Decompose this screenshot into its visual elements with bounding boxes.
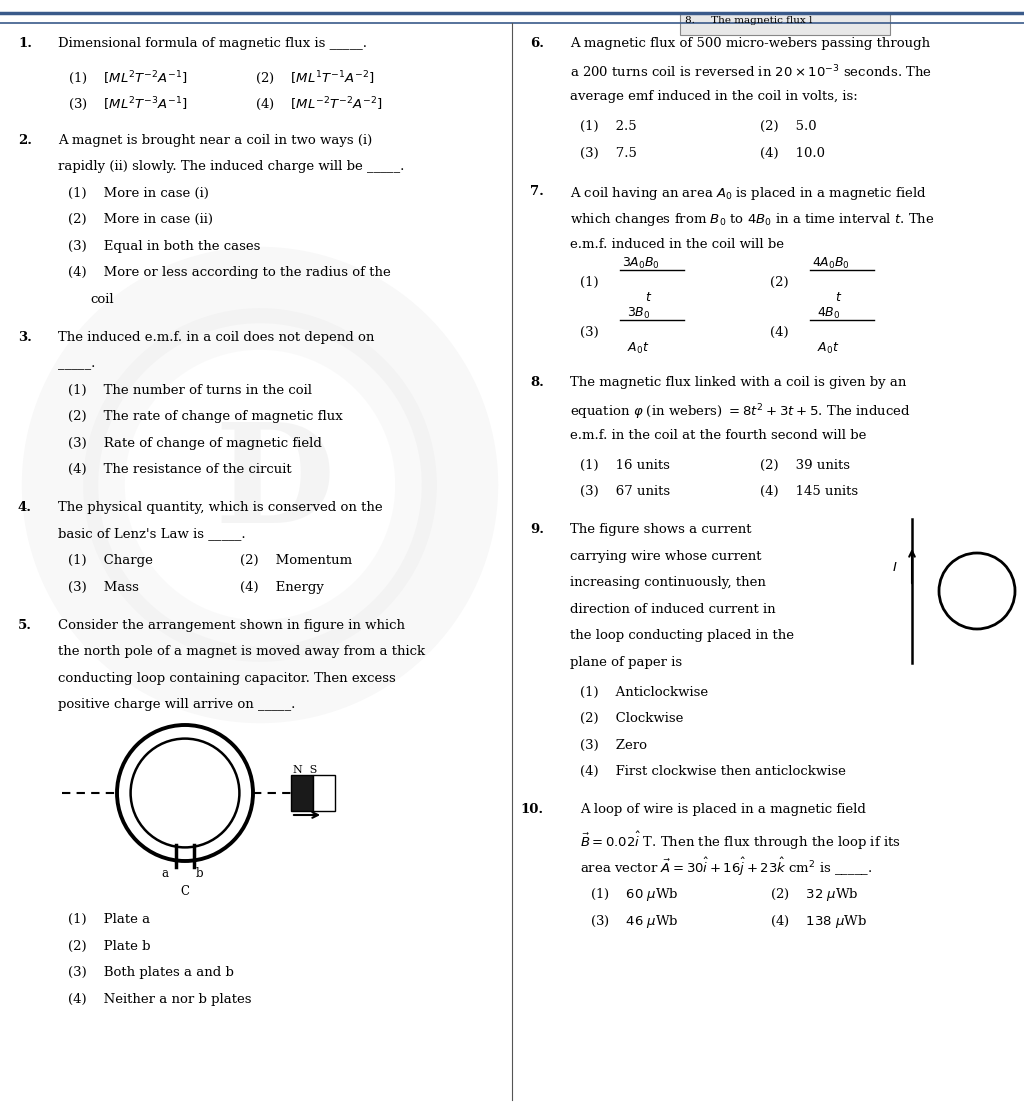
Text: Consider the arrangement shown in figure in which: Consider the arrangement shown in figure… — [58, 619, 406, 631]
Text: $t$: $t$ — [835, 291, 843, 304]
Text: which changes from $B_0$ to $4B_0$ in a time interval $t$. The: which changes from $B_0$ to $4B_0$ in a … — [570, 211, 935, 228]
Text: b: b — [196, 867, 204, 881]
Text: 8.     The magnetic flux l: 8. The magnetic flux l — [685, 15, 812, 25]
Text: (1): (1) — [580, 275, 599, 288]
Text: 4.: 4. — [18, 501, 32, 514]
Text: (4)    145 units: (4) 145 units — [760, 485, 858, 498]
Text: positive charge will arrive on _____.: positive charge will arrive on _____. — [58, 698, 295, 711]
Text: (2)    Clockwise: (2) Clockwise — [580, 712, 683, 725]
Text: (1)    Anticlockwise: (1) Anticlockwise — [580, 685, 709, 698]
Text: 9.: 9. — [530, 523, 544, 536]
Text: (3)    Zero: (3) Zero — [580, 738, 647, 751]
Text: the loop conducting placed in the: the loop conducting placed in the — [570, 629, 794, 642]
Text: A loop of wire is placed in a magnetic field: A loop of wire is placed in a magnetic f… — [580, 803, 866, 815]
Text: (2)    $[ML^{1}T^{-1}A^{-2}]$: (2) $[ML^{1}T^{-1}A^{-2}]$ — [255, 69, 375, 86]
Text: $\vec{B} = 0.02\hat{i}$ T. Then the flux through the loop if its: $\vec{B} = 0.02\hat{i}$ T. Then the flux… — [580, 830, 901, 852]
Text: area vector $\vec{A} = 30\hat{i} + 16\hat{j} + 23\hat{k}$ cm$^2$ is _____.: area vector $\vec{A} = 30\hat{i} + 16\ha… — [580, 856, 872, 878]
Text: A magnetic flux of 500 micro-webers passing through: A magnetic flux of 500 micro-webers pass… — [570, 36, 930, 50]
Text: (4)    $[ML^{-2}T^{-2}A^{-2}]$: (4) $[ML^{-2}T^{-2}A^{-2}]$ — [255, 95, 383, 113]
Text: equation $\varphi$ (in webers) $= 8t^2 + 3t + 5$. The induced: equation $\varphi$ (in webers) $= 8t^2 +… — [570, 402, 910, 422]
Text: (2)    $32\ \mu$Wb: (2) $32\ \mu$Wb — [770, 886, 858, 903]
Text: (3): (3) — [580, 326, 599, 338]
Text: (1)    More in case (i): (1) More in case (i) — [68, 187, 209, 200]
Text: a: a — [161, 867, 168, 881]
Bar — [291, 775, 313, 811]
Text: $4B_0$: $4B_0$ — [817, 305, 841, 320]
Text: 7.: 7. — [530, 185, 544, 198]
Text: _____.: _____. — [58, 357, 95, 370]
Text: $A_0t$: $A_0t$ — [817, 340, 840, 356]
Text: 5.: 5. — [18, 619, 32, 631]
Text: Dimensional formula of magnetic flux is _____.: Dimensional formula of magnetic flux is … — [58, 36, 367, 50]
Text: (4)    10.0: (4) 10.0 — [760, 147, 825, 159]
Text: (3)    Equal in both the cases: (3) Equal in both the cases — [68, 240, 260, 253]
Text: (3)    Rate of change of magnetic field: (3) Rate of change of magnetic field — [68, 436, 322, 450]
Text: (4): (4) — [770, 326, 788, 338]
Text: (2): (2) — [770, 275, 788, 288]
Text: coil: coil — [90, 293, 114, 305]
Text: 10.: 10. — [520, 803, 543, 815]
Text: $4A_0B_0$: $4A_0B_0$ — [812, 255, 850, 271]
Text: (4)    Neither a nor b plates: (4) Neither a nor b plates — [68, 992, 252, 1006]
Text: N  S: N S — [293, 765, 317, 775]
Text: 3.: 3. — [18, 330, 32, 344]
Text: (3)    Mass: (3) Mass — [68, 580, 139, 593]
Text: (1)    16 units: (1) 16 units — [580, 459, 670, 472]
Text: (2)    The rate of change of magnetic flux: (2) The rate of change of magnetic flux — [68, 410, 343, 423]
Text: $3A_0B_0$: $3A_0B_0$ — [622, 255, 660, 271]
Text: e.m.f. induced in the coil will be: e.m.f. induced in the coil will be — [570, 238, 784, 251]
Text: The figure shows a current: The figure shows a current — [570, 523, 752, 536]
Text: (4)    First clockwise then anticlockwise: (4) First clockwise then anticlockwise — [580, 765, 846, 778]
Text: C: C — [180, 885, 189, 898]
Bar — [313, 775, 335, 811]
Text: (2)    Momentum: (2) Momentum — [240, 554, 352, 567]
Text: (1)    Plate a: (1) Plate a — [68, 913, 151, 926]
Text: (2)    More in case (ii): (2) More in case (ii) — [68, 213, 213, 227]
Text: conducting loop containing capacitor. Then excess: conducting loop containing capacitor. Th… — [58, 672, 395, 684]
Text: (3)    $46\ \mu$Wb: (3) $46\ \mu$Wb — [590, 913, 679, 929]
Text: basic of Lenz's Law is _____.: basic of Lenz's Law is _____. — [58, 527, 246, 540]
Text: A magnet is brought near a coil in two ways (i): A magnet is brought near a coil in two w… — [58, 134, 373, 147]
Text: (1)    The number of turns in the coil: (1) The number of turns in the coil — [68, 383, 312, 397]
Text: The magnetic flux linked with a coil is given by an: The magnetic flux linked with a coil is … — [570, 376, 906, 389]
Text: carrying wire whose current: carrying wire whose current — [570, 549, 762, 562]
Text: $I$: $I$ — [892, 561, 898, 573]
Text: (1)    2.5: (1) 2.5 — [580, 120, 637, 133]
Text: the north pole of a magnet is moved away from a thick: the north pole of a magnet is moved away… — [58, 645, 425, 657]
Text: $A_0t$: $A_0t$ — [627, 340, 649, 356]
Text: (1)    $[ML^{2}T^{-2}A^{-1}]$: (1) $[ML^{2}T^{-2}A^{-1}]$ — [68, 69, 187, 86]
Text: (3)    7.5: (3) 7.5 — [580, 147, 637, 159]
Text: (3)    67 units: (3) 67 units — [580, 485, 670, 498]
Text: (4)    Energy: (4) Energy — [240, 580, 324, 593]
Text: A coil having an area $A_0$ is placed in a magnetic field: A coil having an area $A_0$ is placed in… — [570, 185, 927, 201]
Text: e.m.f. in the coil at the fourth second will be: e.m.f. in the coil at the fourth second … — [570, 429, 866, 442]
Text: a 200 turns coil is reversed in $20 \times 10^{-3}$ seconds. The: a 200 turns coil is reversed in $20 \tim… — [570, 63, 932, 80]
Text: 1.: 1. — [18, 36, 32, 50]
Text: (2)    Plate b: (2) Plate b — [68, 939, 151, 953]
Text: (2)    5.0: (2) 5.0 — [760, 120, 816, 133]
Text: $3B_0$: $3B_0$ — [627, 305, 650, 320]
Text: (4)    More or less according to the radius of the: (4) More or less according to the radius… — [68, 266, 391, 278]
Text: 2.: 2. — [18, 134, 32, 147]
Text: plane of paper is: plane of paper is — [570, 655, 682, 669]
Text: (3)    $[ML^{2}T^{-3}A^{-1}]$: (3) $[ML^{2}T^{-3}A^{-1}]$ — [68, 95, 187, 113]
Text: (2)    39 units: (2) 39 units — [760, 459, 850, 472]
Text: (3)    Both plates a and b: (3) Both plates a and b — [68, 966, 233, 979]
Text: $t$: $t$ — [645, 291, 652, 304]
Text: (1)    Charge: (1) Charge — [68, 554, 153, 567]
Text: D: D — [215, 418, 335, 552]
Text: average emf induced in the coil in volts, is:: average emf induced in the coil in volts… — [570, 90, 858, 103]
Text: (1)    $60\ \mu$Wb: (1) $60\ \mu$Wb — [590, 886, 679, 903]
Text: increasing continuously, then: increasing continuously, then — [570, 576, 766, 589]
Text: direction of induced current in: direction of induced current in — [570, 602, 775, 615]
Text: The induced e.m.f. in a coil does not depend on: The induced e.m.f. in a coil does not de… — [58, 330, 375, 344]
Text: 6.: 6. — [530, 36, 544, 50]
Text: (4)    $138\ \mu$Wb: (4) $138\ \mu$Wb — [770, 913, 867, 929]
Text: The physical quantity, which is conserved on the: The physical quantity, which is conserve… — [58, 501, 383, 514]
Text: 8.: 8. — [530, 376, 544, 389]
Text: (4)    The resistance of the circuit: (4) The resistance of the circuit — [68, 463, 292, 476]
Text: rapidly (ii) slowly. The induced charge will be _____.: rapidly (ii) slowly. The induced charge … — [58, 160, 404, 173]
Bar — [680, 13, 890, 35]
